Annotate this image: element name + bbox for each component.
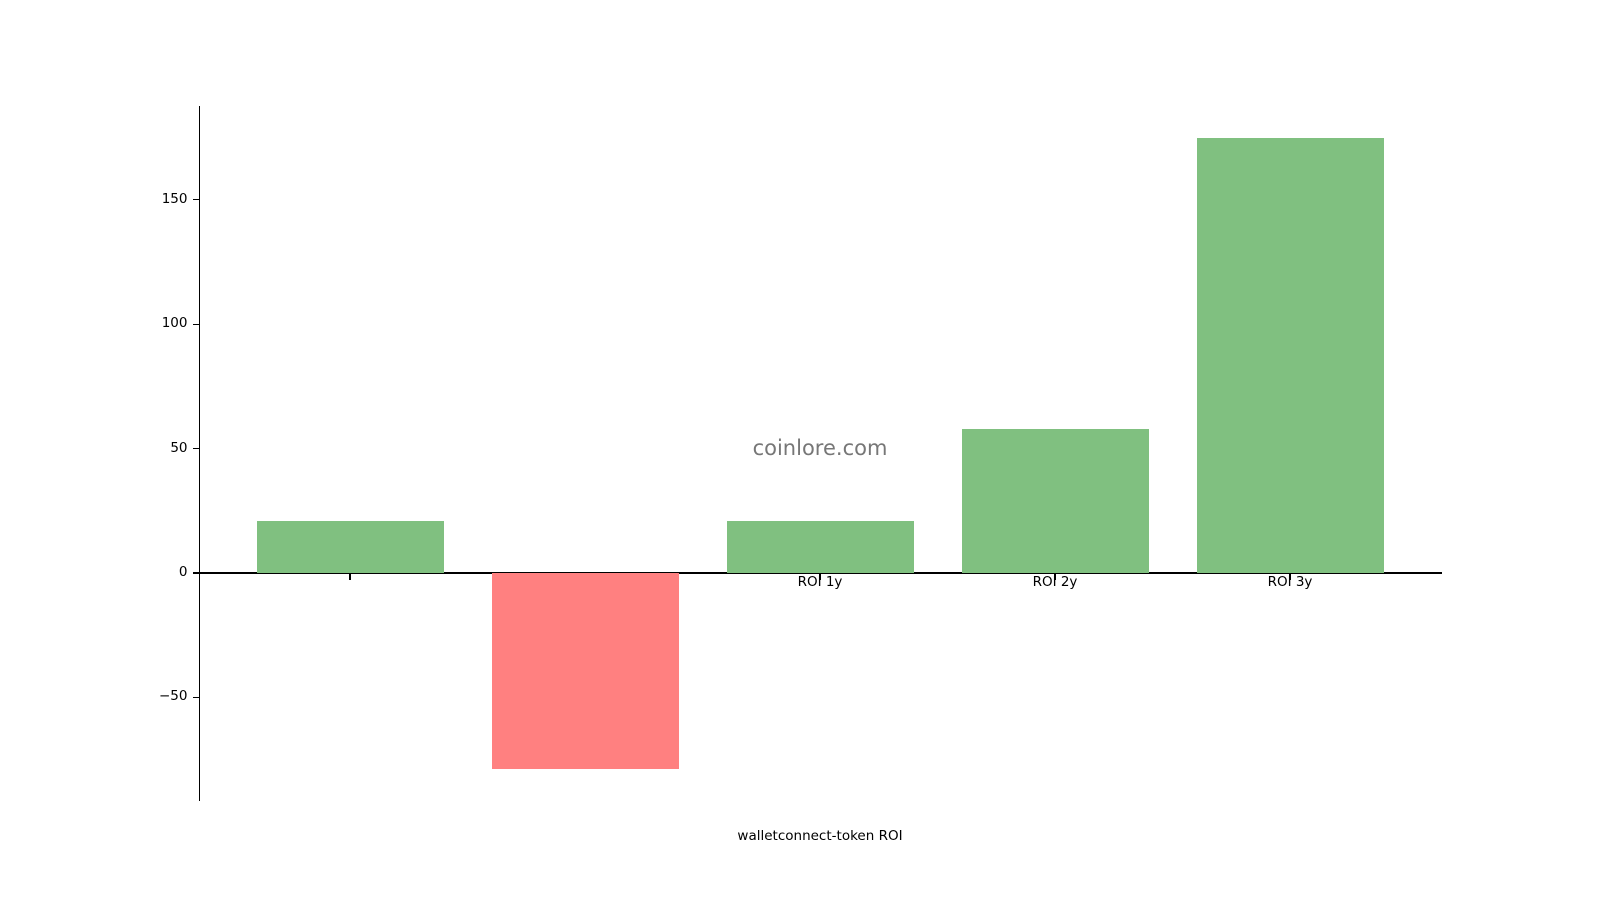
x-tick-mark: [1054, 572, 1056, 580]
x-tick-mark: [349, 572, 351, 580]
y-tick-label: 0: [178, 563, 188, 580]
coinlore-watermark: coinlore.com: [752, 436, 888, 460]
x-tick-mark: [1289, 572, 1291, 580]
x-tick-label: ROI 2y: [1032, 573, 1078, 590]
y-tick-label: 50: [170, 439, 188, 456]
y-axis-line: [198, 106, 201, 801]
x-tick-label: ROI 3y: [1267, 573, 1313, 590]
x-axis-title: walletconnect-token ROI: [737, 828, 903, 844]
y-tick-label: −50: [159, 688, 188, 705]
y-tick-mark: [192, 199, 199, 201]
bar-roi-1y: [726, 520, 914, 573]
bar-roi-2y: [961, 428, 1149, 573]
bar-0: [256, 520, 444, 573]
y-tick-label: 150: [161, 190, 188, 207]
bar-1: [491, 572, 679, 770]
y-tick-mark: [192, 323, 199, 325]
bar-roi-3y: [1196, 137, 1384, 573]
y-tick-mark: [192, 447, 199, 450]
y-tick-mark: [192, 572, 199, 574]
y-tick-label: 100: [161, 315, 188, 332]
y-tick-mark: [192, 696, 199, 698]
x-tick-label: ROI 1y: [797, 573, 843, 590]
x-tick-mark: [819, 572, 821, 580]
